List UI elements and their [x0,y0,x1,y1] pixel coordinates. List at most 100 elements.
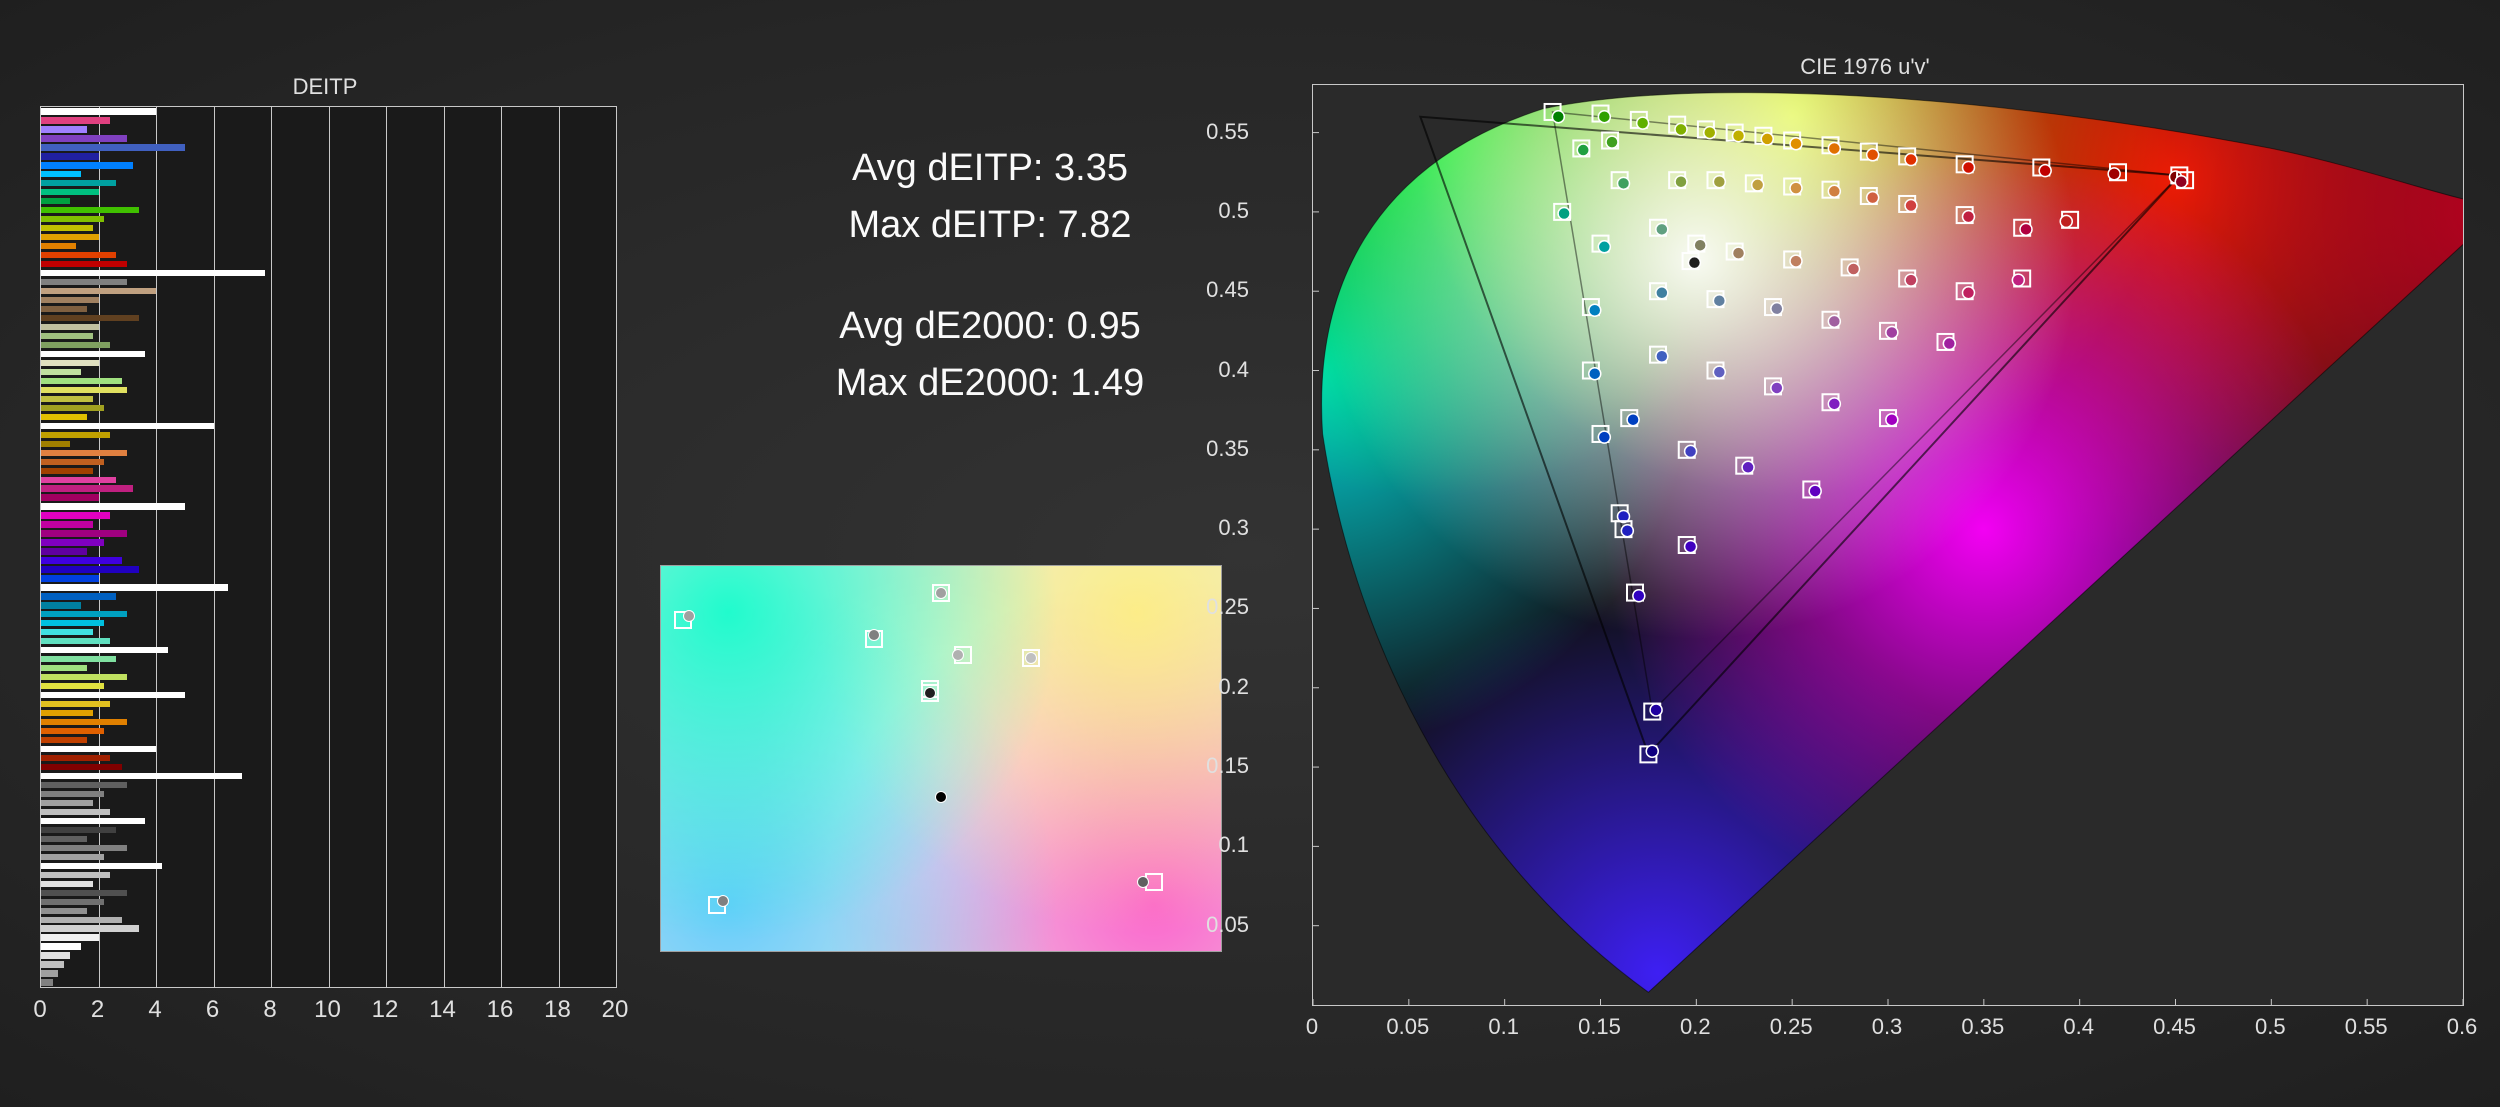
cie-measured [1598,111,1610,123]
deitp-bar [41,351,145,357]
deitp-chart: DEITP 02468101214161820 [30,80,620,1040]
cie-measured [1886,326,1898,338]
deitp-bar [41,674,127,680]
cie-xtick: 0.6 [2447,1014,2478,1040]
avg-deitp-label: Avg dEITP: [852,147,1044,189]
cie-measured [1867,192,1879,204]
deitp-bar [41,620,104,626]
cie-measured [1905,200,1917,212]
deitp-bar [41,773,242,779]
deitp-bar [41,315,139,321]
color-swatch-chart [660,565,1222,952]
cie-measured [1637,117,1649,129]
cie-measured [1963,287,1975,299]
cie-ytick: 0.35 [1194,436,1249,462]
cie-measured [1713,366,1725,378]
deitp-bar [41,117,110,123]
cie-xtick: 0.1 [1488,1014,1519,1040]
deitp-bar [41,737,87,743]
swatch-measured [952,649,964,661]
cie-measured [2108,168,2120,180]
cie-measured [1848,263,1860,275]
deitp-bar [41,890,127,896]
cie-plot-area [1312,84,2464,1006]
deitp-bar [41,485,133,491]
cie-measured [2060,215,2072,227]
deitp-bar [41,557,122,563]
deitp-bar [41,934,99,940]
cie-measured [2039,165,2051,177]
cie-measured [1828,315,1840,327]
cie-measured [1558,207,1570,219]
deitp-bar [41,917,122,923]
calibration-report: { "deitp_chart": { "title": "DEITP", "ty… [0,0,2500,1107]
cie-xtick: 0.45 [2153,1014,2196,1040]
deitp-bar [41,925,139,931]
cie-measured [1656,287,1668,299]
cie-xtick: 0.05 [1386,1014,1429,1040]
deitp-bar [41,441,70,447]
cie-measured [1675,123,1687,135]
cie-measured [1621,525,1633,537]
max-de2000-value: 1.49 [1070,362,1144,404]
deitp-bar [41,378,122,384]
deitp-xtick: 6 [206,996,219,1024]
deitp-bar [41,746,156,752]
cie-measured [1905,154,1917,166]
deitp-bar [41,791,104,797]
cie-measured [1963,211,1975,223]
cie-xtick: 0.25 [1770,1014,1813,1040]
deitp-bar [41,414,87,420]
cie-measured [1606,136,1618,148]
cie-measured [2175,176,2187,188]
deitp-bar [41,135,127,141]
cie-plot-wrap [1312,84,2462,1004]
cie-xtick: 0.55 [2345,1014,2388,1040]
deitp-bar [41,952,70,958]
cie-measured [1694,239,1706,251]
deitp-bar [41,899,104,905]
deitp-bar [41,494,99,500]
deitp-bar [41,863,162,869]
deitp-bar [41,719,127,725]
avg-de2000-label: Avg dE2000: [839,305,1056,347]
deitp-x-axis: 02468101214161820 [40,990,615,1030]
cie-measured [1685,541,1697,553]
deitp-bar [41,234,99,240]
deitp-xtick: 20 [602,996,629,1024]
max-deitp-label: Max dEITP: [848,204,1047,246]
deitp-bar [41,809,110,815]
cie-measured [1589,304,1601,316]
cie-measured [1761,133,1773,145]
deitp-bar [41,692,185,698]
deitp-bar [41,548,87,554]
deitp-bar [41,647,168,653]
deitp-xtick: 10 [314,996,341,1024]
deitp-bar [41,306,87,312]
deitp-bar [41,943,81,949]
deitp-bar [41,297,99,303]
cie-measured [1589,368,1601,380]
swatch-measured [683,610,695,622]
deitp-bar [41,728,104,734]
cie-ytick: 0.05 [1194,912,1249,938]
cie-measured [1713,295,1725,307]
deitp-bar [41,575,99,581]
cie-measured [1656,223,1668,235]
cie-measured [1650,704,1662,716]
swatch-measured [1025,652,1037,664]
deitp-bar [41,450,127,456]
deitp-bar [41,872,110,878]
cie-measured [1733,247,1745,259]
cie-y-axis: 0.050.10.150.20.250.30.350.40.450.50.55 [1254,84,1309,1004]
max-deitp-value: 7.82 [1058,204,1132,246]
cie-ytick: 0.25 [1194,594,1249,620]
deitp-bar [41,216,104,222]
deitp-bar [41,782,127,788]
deitp-xtick: 12 [372,996,399,1024]
cie-measured [1618,177,1630,189]
deitp-bar [41,503,185,509]
deitp-bar [41,818,145,824]
deitp-bar [41,243,76,249]
deitp-xtick: 4 [148,996,161,1024]
